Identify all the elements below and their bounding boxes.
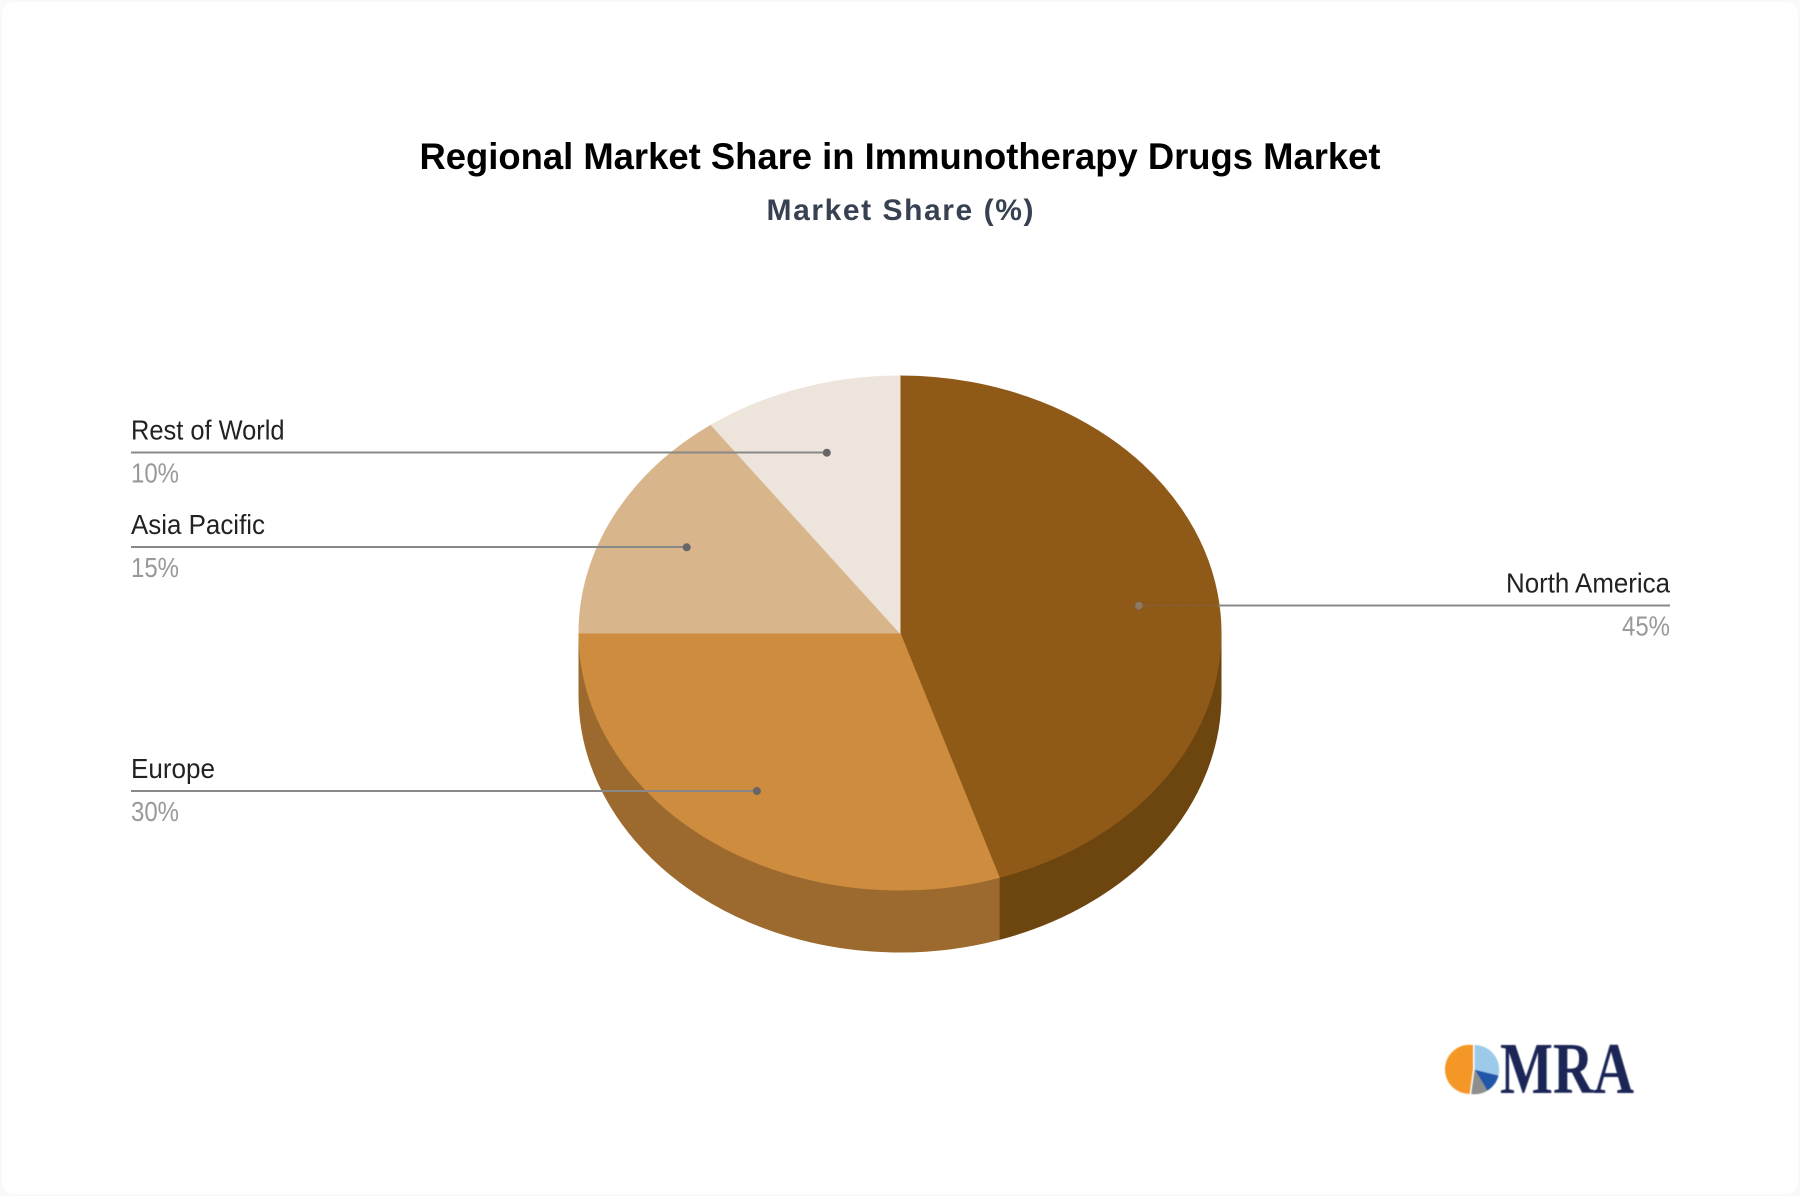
svg-text:Asia Pacific: Asia Pacific — [131, 509, 265, 540]
svg-text:MRA: MRA — [1500, 1028, 1634, 1109]
svg-text:Rest of World: Rest of World — [131, 415, 285, 446]
svg-text:10%: 10% — [131, 458, 179, 489]
svg-text:45%: 45% — [1622, 611, 1670, 642]
svg-text:30%: 30% — [131, 796, 179, 827]
svg-text:15%: 15% — [131, 552, 179, 583]
svg-text:North America: North America — [1506, 568, 1671, 599]
svg-text:Regional Market Share in Immun: Regional Market Share in Immunotherapy D… — [420, 136, 1381, 177]
svg-text:Europe: Europe — [131, 753, 215, 784]
svg-text:Market Share (%): Market Share (%) — [767, 194, 1034, 227]
